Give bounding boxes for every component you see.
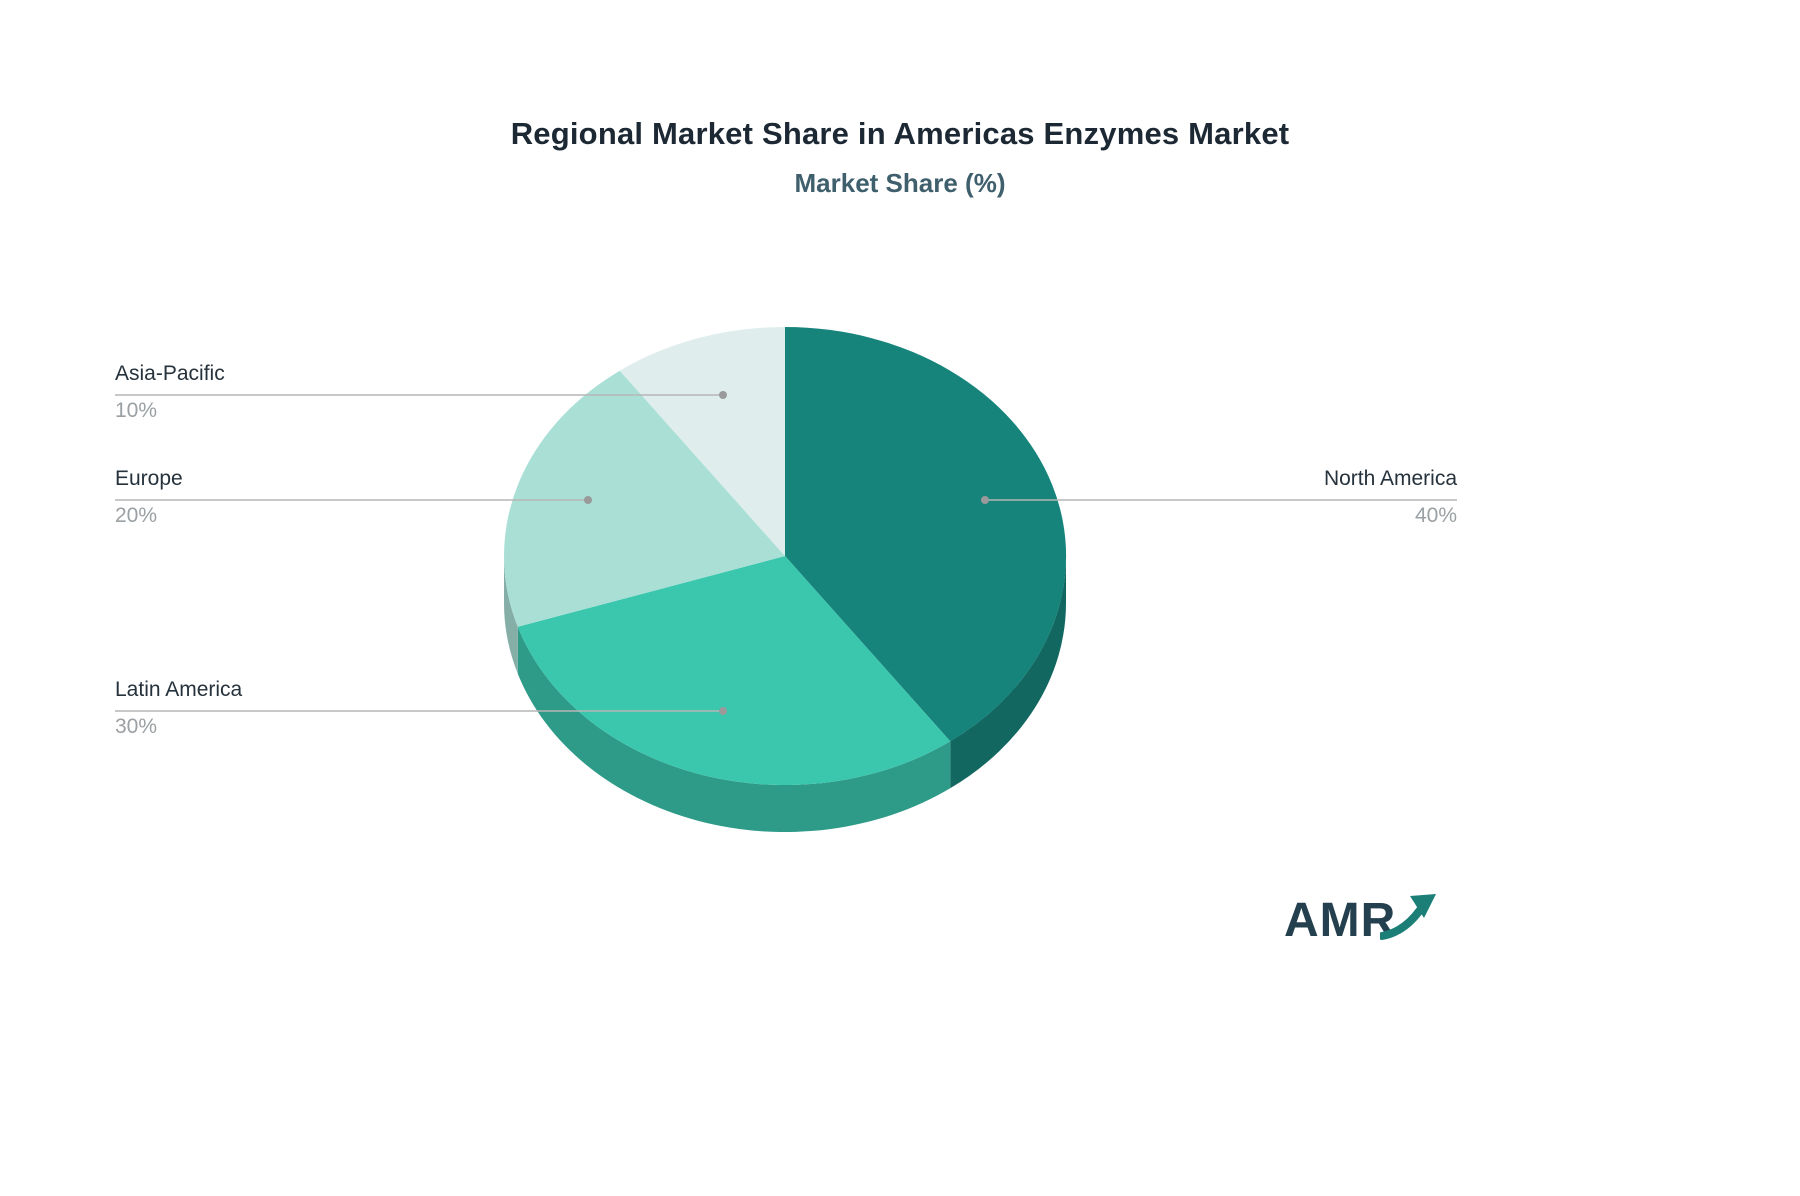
slice-label-europe: Europe	[115, 467, 183, 490]
slice-label-north-america: North America	[1323, 467, 1457, 490]
pie-slice-latin-america	[517, 556, 951, 786]
label-europe: Europe 20%	[115, 467, 183, 528]
leader-dot-latin-america	[719, 707, 727, 715]
slice-value-europe: 20%	[115, 504, 158, 527]
amr-logo-text: AMR	[1284, 894, 1397, 947]
amr-logo: AMR	[1284, 893, 1437, 948]
leader-dot-asia-pacific	[719, 391, 727, 399]
slice-label-asia-pacific: Asia-Pacific	[115, 362, 225, 385]
pie-slice-north-america	[785, 327, 1067, 742]
label-latin-america: Latin America 30%	[115, 678, 242, 739]
leader-dot-north-america	[981, 496, 989, 504]
slice-value-latin-america: 30%	[115, 715, 158, 738]
pie-slice-side-europe	[504, 556, 518, 674]
chart-subtitle: Market Share (%)	[794, 168, 1006, 198]
pie-slice-asia-pacific	[619, 327, 785, 556]
leader-dot-europe	[584, 496, 592, 504]
pie-slice-side-latin-america	[517, 626, 951, 833]
slice-value-asia-pacific: 10%	[115, 399, 158, 422]
pie-slice-side-north-america	[950, 556, 1066, 789]
slice-value-north-america: 40%	[1414, 504, 1457, 527]
amr-logo-arrow-icon	[1380, 893, 1437, 940]
chart-title: Regional Market Share in Americas Enzyme…	[510, 116, 1290, 151]
label-north-america: North America 40%	[1324, 467, 1457, 528]
pie-slice-europe	[504, 370, 785, 627]
slice-label-latin-america: Latin America	[115, 678, 243, 701]
label-asia-pacific: Asia-Pacific 10%	[115, 362, 225, 423]
